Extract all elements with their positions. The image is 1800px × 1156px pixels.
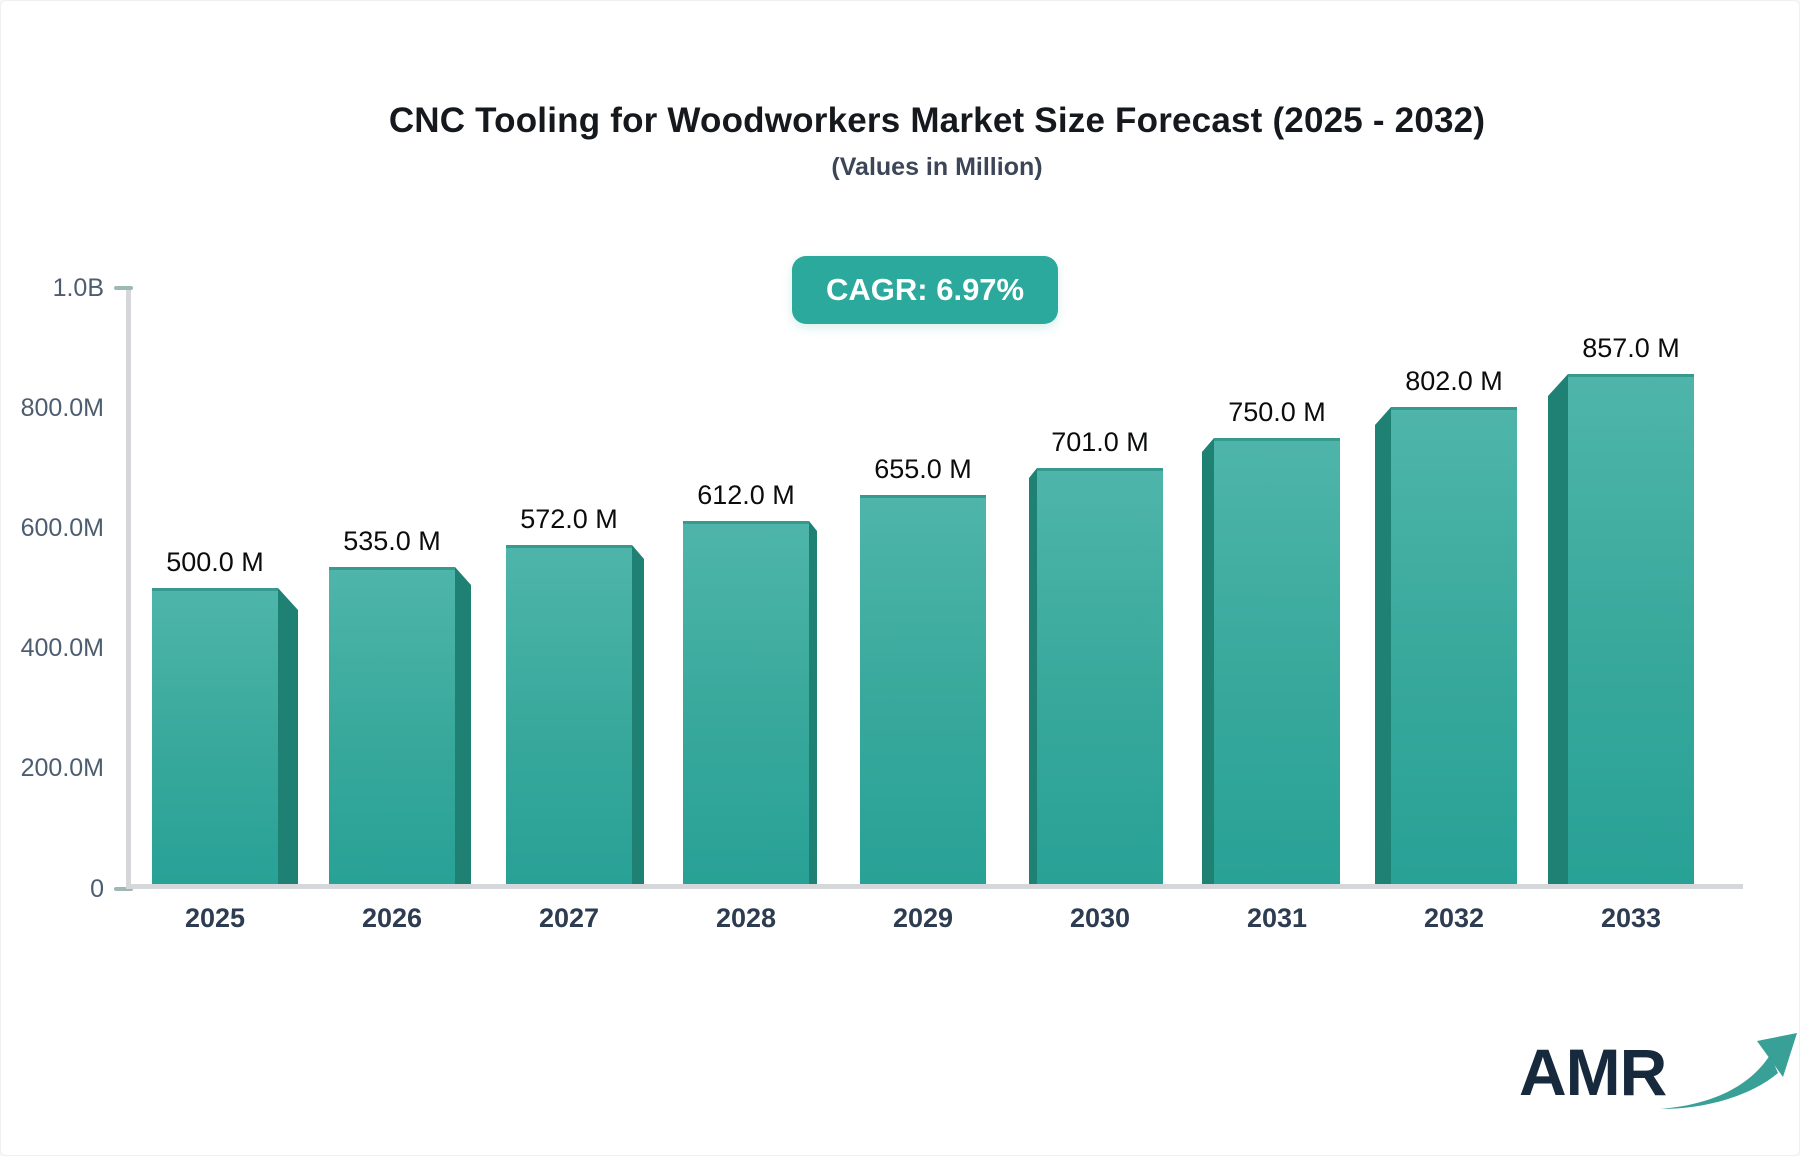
y-axis-tick bbox=[114, 286, 133, 290]
bar-2028 bbox=[683, 521, 809, 889]
bar-3d-side bbox=[1202, 438, 1214, 889]
y-axis-label: 400.0M bbox=[11, 634, 104, 664]
bar-2027 bbox=[506, 545, 632, 889]
bar-value-label: 612.0 M bbox=[697, 480, 795, 510]
chart-title: CNC Tooling for Woodworkers Market Size … bbox=[388, 101, 1486, 140]
x-axis-label: 2026 bbox=[361, 903, 423, 933]
bar-3d-side bbox=[278, 588, 298, 889]
y-axis-label-text: 0 bbox=[90, 874, 104, 903]
bar-value-label: 500.0 M bbox=[166, 547, 264, 577]
x-axis-label: 2029 bbox=[892, 903, 954, 933]
y-axis-label: 800.0M bbox=[11, 393, 104, 423]
bar-value-label: 655.0 M bbox=[874, 454, 972, 484]
plot-area: 500.0 M 2025 535.0 M 2026 572.0 M 2027 612.0 M… bbox=[126, 286, 1743, 933]
y-axis-label-text: 800.0M bbox=[20, 393, 104, 422]
bar-value-label: 750.0 M bbox=[1228, 397, 1326, 427]
bar-2025 bbox=[152, 588, 278, 889]
bar-value-label: 535.0 M bbox=[343, 526, 441, 556]
bar-3d-side bbox=[632, 545, 644, 889]
x-axis-label: 2027 bbox=[538, 903, 600, 933]
bar-2029 bbox=[860, 495, 986, 889]
bar-3d-side bbox=[1375, 407, 1391, 889]
bar-value-label: 572.0 M bbox=[520, 504, 618, 534]
y-axis-label-text: 400.0M bbox=[20, 634, 104, 663]
y-axis-label: 200.0M bbox=[11, 754, 104, 784]
y-axis-label-text: 200.0M bbox=[20, 754, 104, 783]
growth-arrow-icon bbox=[1660, 1033, 1798, 1109]
bar-3d-side bbox=[809, 521, 817, 889]
y-axis-label: 600.0M bbox=[11, 513, 104, 543]
y-axis-label-text: 1.0B bbox=[52, 273, 104, 302]
x-axis-line bbox=[126, 884, 1743, 889]
amr-logo-text: AMR bbox=[1519, 1035, 1667, 1109]
x-axis-label: 2031 bbox=[1246, 903, 1308, 933]
y-axis-line bbox=[126, 286, 131, 889]
bar-2026 bbox=[329, 567, 455, 889]
x-axis-label: 2032 bbox=[1423, 903, 1485, 933]
bar-value-label: 857.0 M bbox=[1582, 333, 1680, 363]
bar-2031 bbox=[1214, 438, 1340, 889]
y-axis-label-text: 600.0M bbox=[20, 513, 104, 542]
bar-2030 bbox=[1037, 468, 1163, 889]
cagr-badge: CAGR: 6.97% bbox=[792, 256, 1059, 324]
x-axis-label: 2025 bbox=[184, 903, 246, 933]
bar-3d-side bbox=[1029, 468, 1037, 889]
bar-2032 bbox=[1391, 407, 1517, 889]
bar-3d-side bbox=[1548, 374, 1568, 889]
y-axis-label: 1.0B bbox=[11, 273, 133, 303]
amr-logo: AMR bbox=[1519, 1027, 1799, 1117]
y-axis-tick bbox=[114, 887, 133, 891]
bar-value-label: 701.0 M bbox=[1051, 427, 1149, 457]
x-axis-label: 2033 bbox=[1600, 903, 1662, 933]
bar-value-label: 802.0 M bbox=[1405, 366, 1503, 396]
x-axis-label: 2030 bbox=[1069, 903, 1131, 933]
bar-2033 bbox=[1568, 374, 1694, 889]
x-axis-label: 2028 bbox=[715, 903, 777, 933]
chart-subtitle: (Values in Million) bbox=[831, 153, 1043, 181]
bar-3d-side bbox=[455, 567, 471, 889]
y-axis-label: 0 bbox=[11, 874, 133, 904]
